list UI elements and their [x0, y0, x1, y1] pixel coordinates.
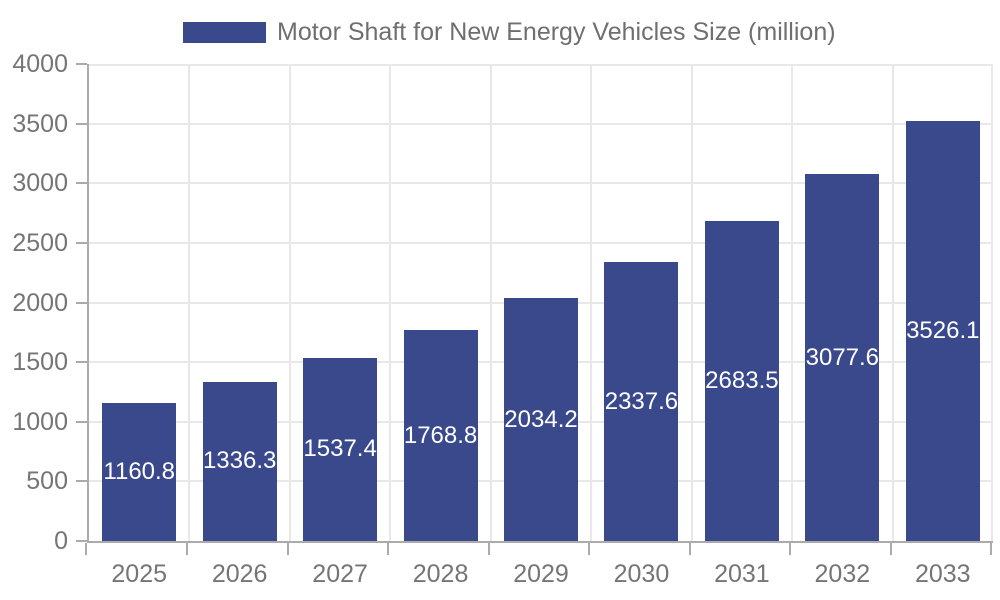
y-gridline-2500 — [89, 241, 993, 244]
x-gridline-6 — [690, 64, 693, 541]
x-tick-mark-3 — [387, 543, 390, 555]
y-gridline-4000 — [89, 64, 993, 66]
x-gridline-2 — [288, 64, 291, 541]
bar-value-label-2026: 1336.3 — [202, 447, 277, 475]
bar-2032[interactable]: 3077.6 — [805, 174, 880, 541]
x-gridline-9 — [991, 64, 993, 541]
y-tick-mark-1000 — [76, 420, 87, 423]
y-tick-mark-500 — [76, 480, 87, 483]
x-gridline-1 — [188, 64, 191, 541]
x-gridline-5 — [590, 64, 593, 541]
x-tick-label-2032: 2032 — [814, 560, 871, 588]
y-tick-label-0: 0 — [54, 527, 68, 555]
bar-2030[interactable]: 2337.6 — [604, 262, 679, 541]
x-tick-label-2031: 2031 — [714, 560, 770, 588]
y-tick-label-2500: 2500 — [12, 228, 68, 257]
bar-value-label-2033: 3526.1 — [906, 316, 980, 344]
y-tick-mark-1500 — [76, 361, 87, 364]
x-tick-mark-9 — [990, 543, 992, 555]
x-tick-label-2025: 2025 — [111, 560, 168, 588]
bar-value-label-2029: 2034.2 — [504, 405, 578, 433]
y-tick-label-1500: 1500 — [12, 348, 68, 377]
y-tick-mark-2500 — [76, 241, 87, 244]
y-tick-label-3500: 3500 — [12, 109, 68, 138]
y-tick-mark-2000 — [76, 301, 87, 304]
y-tick-mark-3500 — [76, 122, 87, 125]
bar-2028[interactable]: 1768.8 — [403, 330, 478, 541]
bar-value-label-2032: 3077.6 — [805, 343, 880, 371]
x-tick-mark-4 — [487, 543, 490, 555]
x-tick-mark-8 — [889, 543, 892, 555]
bar-2029[interactable]: 2034.2 — [504, 298, 578, 541]
x-gridline-7 — [791, 64, 794, 541]
bar-value-label-2031: 2683.5 — [705, 367, 779, 394]
bar-value-label-2027: 1537.4 — [303, 435, 377, 463]
x-tick-mark-6 — [688, 543, 691, 555]
bar-2025[interactable]: 1160.8 — [102, 402, 177, 541]
y-tick-label-2000: 2000 — [12, 288, 68, 317]
x-tick-mark-2 — [286, 543, 289, 555]
x-tick-label-2027: 2027 — [312, 560, 368, 588]
y-tick-label-1000: 1000 — [12, 407, 68, 436]
bar-2031[interactable]: 2683.5 — [704, 221, 779, 541]
x-tick-mark-7 — [789, 543, 792, 555]
y-tick-label-4000: 4000 — [12, 50, 68, 78]
y-tick-label-3000: 3000 — [12, 169, 68, 198]
x-tick-label-2030: 2030 — [613, 560, 670, 588]
x-tick-label-2028: 2028 — [412, 560, 469, 588]
x-tick-mark-1 — [186, 543, 189, 555]
x-tick-label-2033: 2033 — [914, 560, 971, 588]
y-tick-label-500: 500 — [26, 467, 68, 496]
bar-2033[interactable]: 3526.1 — [905, 120, 980, 541]
x-tick-mark-0 — [85, 543, 87, 555]
bar-value-label-2025: 1160.8 — [103, 457, 176, 485]
y-tick-mark-3000 — [76, 182, 87, 185]
bar-value-label-2028: 1768.8 — [403, 421, 478, 449]
y-tick-mark-4000 — [76, 63, 87, 65]
bar-2026[interactable]: 1336.3 — [202, 381, 277, 541]
y-tick-mark-0 — [76, 540, 87, 542]
legend[interactable]: Motor Shaft for New Energy Vehicles Size… — [183, 18, 836, 46]
y-gridline-3000 — [89, 182, 993, 185]
bar-value-label-2030: 2337.6 — [604, 387, 679, 415]
x-gridline-8 — [891, 64, 894, 541]
x-tick-label-2026: 2026 — [211, 560, 268, 588]
legend-swatch — [183, 21, 266, 43]
y-gridline-3500 — [89, 122, 993, 125]
plot-area: 1160.8 1336.3 1537.4 1768.8 2034.2 2337.6 2683… — [87, 64, 993, 543]
x-tick-label-2029: 2029 — [513, 560, 569, 588]
legend-label: Motor Shaft for New Energy Vehicles Size… — [277, 18, 836, 46]
x-gridline-4 — [489, 64, 492, 541]
x-tick-mark-5 — [588, 543, 591, 555]
x-gridline-3 — [389, 64, 392, 541]
bar-2027[interactable]: 1537.4 — [303, 357, 378, 541]
